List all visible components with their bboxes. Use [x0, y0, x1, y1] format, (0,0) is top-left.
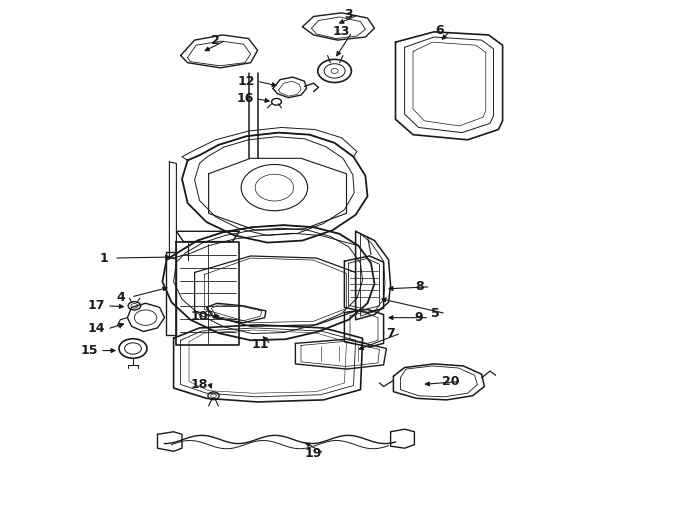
Text: 18: 18 [191, 378, 208, 391]
Text: 19: 19 [305, 447, 322, 460]
Text: 1: 1 [99, 251, 108, 265]
Text: 3: 3 [344, 8, 353, 21]
Text: 6: 6 [435, 24, 444, 38]
Text: 8: 8 [416, 280, 424, 293]
Text: 4: 4 [116, 290, 125, 304]
Text: 5: 5 [431, 307, 440, 320]
Text: 10: 10 [190, 309, 209, 323]
Text: 9: 9 [414, 311, 423, 324]
Text: 16: 16 [237, 92, 253, 105]
Text: 14: 14 [88, 322, 106, 336]
Text: 13: 13 [333, 25, 350, 39]
Text: 17: 17 [88, 299, 106, 313]
Text: 20: 20 [442, 375, 459, 388]
Text: 11: 11 [252, 338, 269, 351]
Text: 7: 7 [386, 326, 395, 340]
Text: 15: 15 [81, 344, 98, 357]
Text: 12: 12 [237, 75, 255, 88]
Text: 2: 2 [211, 33, 220, 47]
